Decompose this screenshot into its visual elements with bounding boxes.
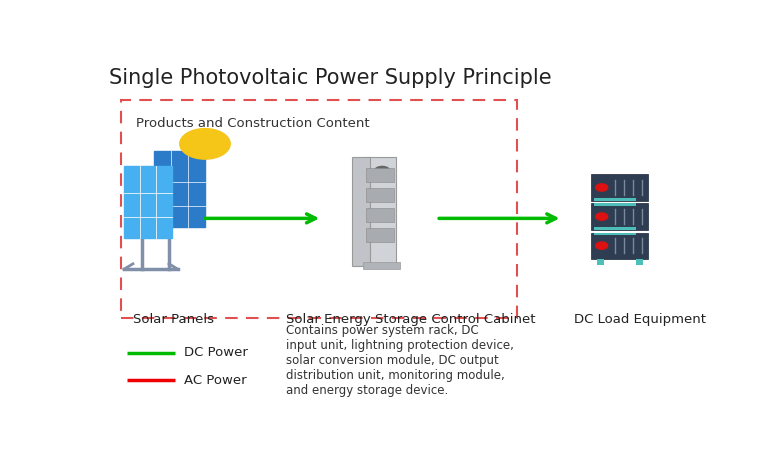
Bar	[636, 259, 643, 265]
Text: AC Power: AC Power	[184, 374, 246, 387]
Circle shape	[374, 167, 390, 176]
Bar	[121, 100, 518, 318]
Text: Contains power system rack, DC
input unit, lightning protection device,
solar co: Contains power system rack, DC input uni…	[286, 324, 514, 397]
Bar	[594, 233, 636, 235]
Bar	[366, 208, 394, 222]
Circle shape	[596, 184, 608, 191]
Bar	[365, 157, 395, 266]
Polygon shape	[154, 151, 205, 228]
Bar	[594, 228, 636, 230]
Text: Single Photovoltaic Power Supply Principle: Single Photovoltaic Power Supply Princip…	[109, 67, 552, 87]
Bar	[363, 262, 400, 269]
Bar	[366, 228, 394, 242]
Circle shape	[596, 242, 608, 249]
Text: Solar Panels: Solar Panels	[133, 313, 214, 326]
Polygon shape	[124, 166, 172, 238]
Bar	[594, 203, 636, 206]
Text: DC Power: DC Power	[184, 346, 248, 359]
Bar	[597, 259, 604, 265]
Bar	[591, 233, 648, 259]
Bar	[352, 157, 370, 266]
Text: Products and Construction Content: Products and Construction Content	[136, 117, 370, 130]
Bar	[366, 168, 394, 182]
Bar	[366, 188, 394, 202]
Circle shape	[596, 213, 608, 220]
Bar	[594, 198, 636, 201]
Text: Solar Energy Storage Control Cabinet: Solar Energy Storage Control Cabinet	[286, 313, 536, 326]
Circle shape	[180, 128, 230, 159]
Bar	[591, 203, 648, 230]
Text: DC Load Equipment: DC Load Equipment	[574, 313, 706, 326]
Bar	[591, 174, 648, 201]
